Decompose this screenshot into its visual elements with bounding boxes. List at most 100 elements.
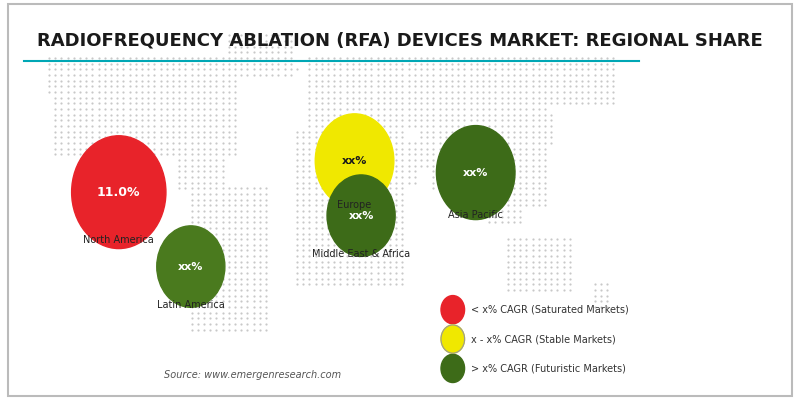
Point: [297, 185, 310, 192]
Point: [55, 146, 68, 152]
Point: [390, 134, 402, 140]
Point: [483, 168, 496, 174]
Point: [396, 112, 409, 118]
Point: [538, 281, 551, 288]
Point: [477, 162, 490, 169]
Point: [378, 270, 390, 276]
Point: [439, 60, 452, 67]
Point: [148, 146, 161, 152]
Point: [346, 247, 359, 254]
Point: [340, 225, 353, 231]
Point: [198, 94, 210, 101]
Point: [533, 94, 546, 101]
Point: [185, 276, 198, 282]
Point: [514, 72, 526, 78]
Point: [570, 78, 582, 84]
Point: [483, 78, 496, 84]
Point: [179, 168, 192, 174]
Point: [303, 191, 316, 197]
Point: [538, 117, 551, 124]
Point: [234, 66, 247, 73]
Point: [247, 66, 260, 73]
Point: [210, 298, 222, 304]
Point: [588, 304, 601, 310]
Point: [123, 89, 136, 95]
Point: [520, 66, 533, 73]
Point: [526, 247, 539, 254]
Point: [216, 242, 229, 248]
Point: [166, 123, 179, 129]
Point: [284, 72, 297, 78]
Point: [49, 128, 62, 135]
Point: [284, 55, 297, 61]
Point: [601, 55, 614, 61]
Point: [216, 304, 229, 310]
Point: [421, 60, 434, 67]
Point: [334, 236, 347, 242]
Point: [452, 83, 465, 90]
Point: [315, 247, 328, 254]
Point: [365, 225, 378, 231]
Point: [495, 112, 508, 118]
Point: [551, 60, 564, 67]
Point: [594, 298, 607, 304]
Point: [508, 213, 521, 220]
Point: [234, 276, 247, 282]
Point: [365, 174, 378, 180]
Point: [166, 128, 179, 135]
Point: [216, 253, 229, 259]
Point: [61, 60, 74, 67]
Point: [439, 89, 452, 95]
Point: [185, 100, 198, 106]
Point: [198, 179, 210, 186]
Point: [241, 304, 254, 310]
Point: [322, 270, 334, 276]
Point: [259, 208, 272, 214]
Point: [409, 117, 422, 124]
Point: [520, 236, 533, 242]
Point: [477, 196, 490, 203]
Point: [502, 112, 514, 118]
Point: [402, 66, 415, 73]
Point: [384, 112, 397, 118]
Point: [247, 213, 260, 220]
Point: [322, 146, 334, 152]
Point: [61, 117, 74, 124]
Point: [210, 94, 222, 101]
Point: [222, 276, 235, 282]
Point: [204, 287, 217, 293]
Point: [142, 83, 154, 90]
Point: [148, 55, 161, 61]
Point: [254, 304, 266, 310]
Point: [533, 128, 546, 135]
Point: [254, 185, 266, 192]
Point: [340, 202, 353, 208]
Point: [160, 55, 173, 61]
Point: [464, 94, 477, 101]
Point: [241, 270, 254, 276]
Point: [384, 100, 397, 106]
Point: [359, 151, 372, 158]
Point: [346, 174, 359, 180]
Point: [378, 66, 390, 73]
Point: [446, 162, 458, 169]
Point: [278, 44, 291, 50]
Point: [390, 162, 402, 169]
Point: [67, 94, 80, 101]
Point: [204, 94, 217, 101]
Point: [427, 140, 440, 146]
Point: [533, 179, 546, 186]
Point: [247, 185, 260, 192]
Point: [185, 146, 198, 152]
Point: [421, 146, 434, 152]
Point: [185, 112, 198, 118]
Point: [508, 55, 521, 61]
Point: [216, 78, 229, 84]
Point: [241, 213, 254, 220]
Point: [241, 287, 254, 293]
Point: [229, 134, 242, 140]
Point: [229, 191, 242, 197]
Point: [198, 202, 210, 208]
Point: [446, 112, 458, 118]
Point: [204, 100, 217, 106]
